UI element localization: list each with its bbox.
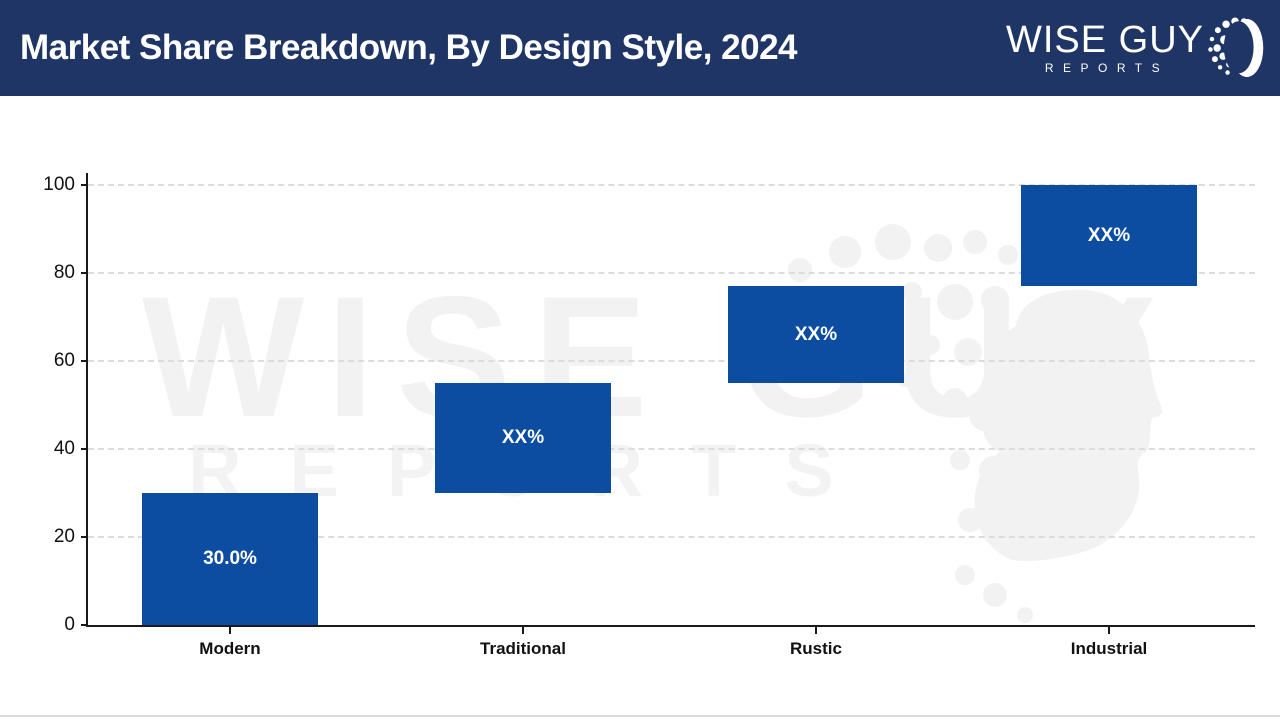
y-tick-20 [81,536,88,538]
header-bar: Market Share Breakdown, By Design Style,… [0,0,1280,96]
y-tick-40 [81,448,88,450]
bottom-divider [0,715,1280,717]
y-tick-label-80: 80 [53,262,75,283]
bar-traditional: XX% [435,383,611,493]
bar-value-label: 30.0% [203,548,257,569]
x-axis [86,625,1255,627]
logo-wordmark: WISE GUY REPORTS [1005,18,1204,76]
x-tick-label-rustic: Rustic [790,639,842,658]
bar-value-label: XX% [1087,224,1131,246]
x-tick-traditional [522,627,524,634]
y-tick-label-100: 100 [43,174,75,195]
chart-area: 0 20 40 60 80 100 30.0% Modern XX% Traditional XX%… [0,96,1280,720]
gridline-60 [88,360,1255,362]
gridline-20 [88,536,1255,538]
y-tick-label-20: 20 [53,526,75,547]
y-axis [86,173,88,627]
y-tick-80 [81,272,88,274]
y-tick-label-60: 60 [53,350,75,371]
x-tick-industrial [1108,627,1110,634]
y-tick-label-40: 40 [53,438,75,459]
gridline-100 [88,184,1255,186]
logo-face-icon [1208,17,1264,77]
bar-industrial: XX% [1021,185,1197,287]
y-tick-100 [81,184,88,186]
x-tick-label-industrial: Industrial [1070,639,1148,658]
page-title: Market Share Breakdown, By Design Style,… [20,28,798,67]
x-tick-modern [229,627,231,634]
logo-wiseguy-text: WISE GUY [1005,18,1204,61]
gridline-40 [88,448,1255,450]
y-tick-label-0: 0 [64,614,75,635]
logo-reports-text: REPORTS [1044,61,1170,76]
x-tick-label-modern: Modern [199,639,261,658]
bar-modern: 30.0% [142,493,318,625]
y-tick-60 [81,360,88,362]
x-tick-label-traditional: Traditional [480,639,566,658]
gridline-80 [88,272,1255,274]
y-tick-0 [81,624,88,626]
bar-rustic: XX% [728,286,904,383]
logo: WISE GUY REPORTS [1006,6,1264,90]
bar-value-label: XX% [501,427,545,448]
bar-value-label: XX% [794,323,838,345]
x-tick-rustic [815,627,817,634]
